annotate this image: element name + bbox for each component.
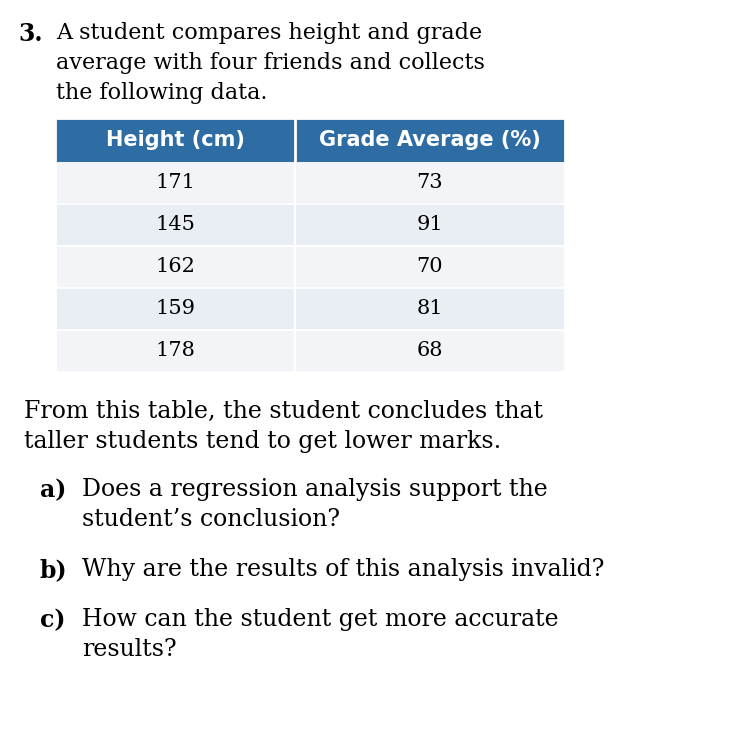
Text: Height (cm): Height (cm)	[105, 130, 244, 150]
Bar	[55, 204, 565, 246]
Text: 178: 178	[155, 341, 195, 361]
Text: 68: 68	[417, 341, 443, 361]
Text: 3.: 3.	[18, 22, 43, 46]
Text: the following data.: the following data.	[56, 82, 268, 104]
Bar	[55, 162, 565, 204]
Text: Does a regression analysis support the: Does a regression analysis support the	[82, 478, 547, 501]
Text: A student compares height and grade: A student compares height and grade	[56, 22, 482, 44]
Text: taller students tend to get lower marks.: taller students tend to get lower marks.	[24, 430, 502, 453]
Bar	[55, 330, 565, 372]
Text: Why are the results of this analysis invalid?: Why are the results of this analysis inv…	[82, 558, 605, 581]
Text: 159: 159	[155, 299, 195, 319]
Bar	[55, 246, 565, 288]
Text: average with four friends and collects: average with four friends and collects	[56, 52, 485, 74]
Text: a): a)	[40, 478, 66, 502]
Text: b): b)	[40, 558, 68, 582]
Text: 171: 171	[155, 174, 195, 192]
Text: 70: 70	[417, 258, 444, 276]
Text: student’s conclusion?: student’s conclusion?	[82, 508, 340, 531]
Text: From this table, the student concludes that: From this table, the student concludes t…	[24, 400, 543, 423]
Bar	[55, 118, 565, 162]
Text: 162: 162	[155, 258, 195, 276]
Text: How can the student get more accurate: How can the student get more accurate	[82, 608, 559, 631]
Text: 81: 81	[417, 299, 444, 319]
Bar	[55, 118, 565, 372]
Bar	[55, 288, 565, 330]
Text: 73: 73	[417, 174, 444, 192]
Text: 91: 91	[417, 215, 444, 235]
Text: Grade Average (%): Grade Average (%)	[319, 130, 541, 150]
Text: results?: results?	[82, 638, 177, 661]
Text: c): c)	[40, 608, 65, 632]
Text: 145: 145	[155, 215, 195, 235]
